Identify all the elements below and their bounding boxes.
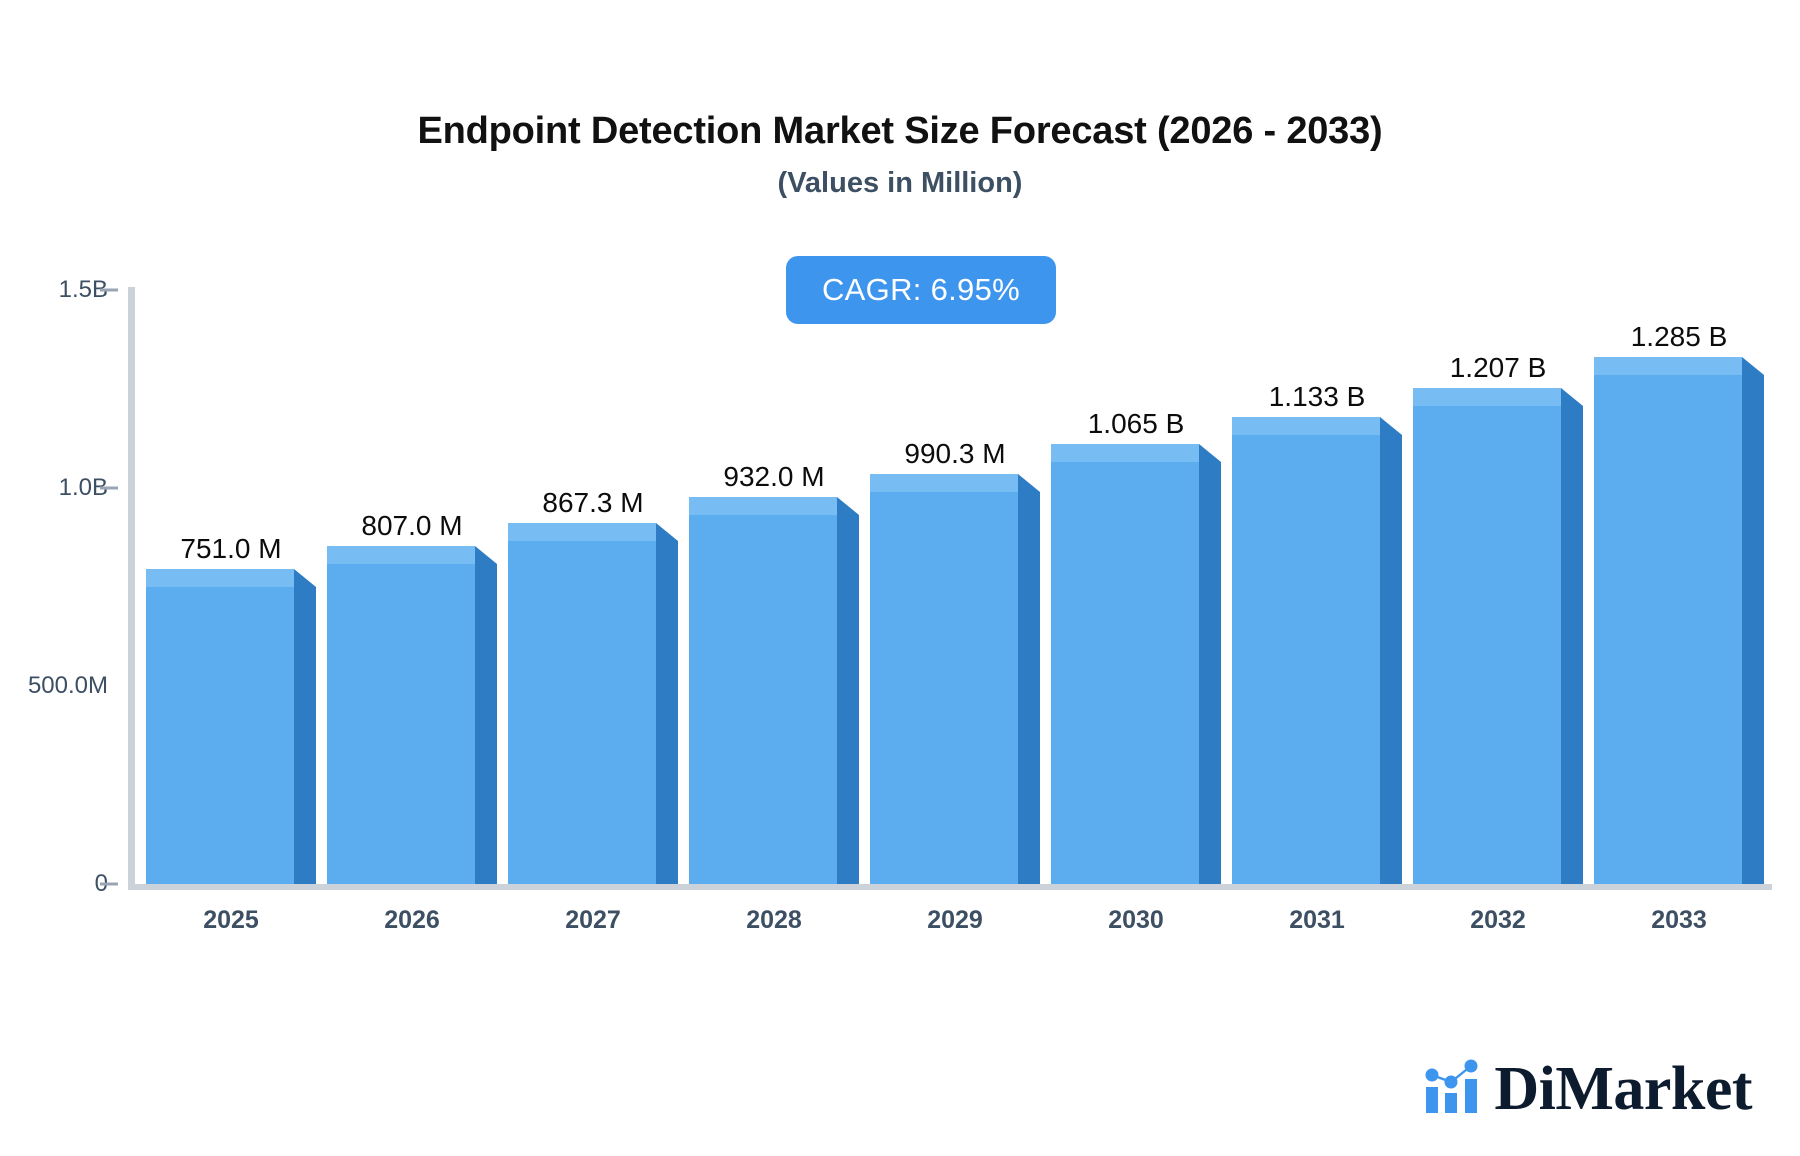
x-tick-label: 2025 xyxy=(203,906,259,934)
y-tick-dash xyxy=(100,288,118,292)
bar-front-face xyxy=(1051,462,1199,884)
y-axis-line xyxy=(128,287,135,884)
bar-front-face xyxy=(1594,375,1742,884)
bar[interactable]: 1.207 B xyxy=(1413,352,1583,884)
bar-side-bevel xyxy=(656,522,678,541)
x-tick-label: 2030 xyxy=(1108,906,1164,934)
bar-front-face xyxy=(327,564,475,884)
cagr-badge: CAGR: 6.95% xyxy=(786,256,1056,324)
bar[interactable]: 1.285 B xyxy=(1594,321,1764,884)
bar-side-face xyxy=(1018,491,1040,884)
bar-front-face xyxy=(508,540,656,884)
bar-top-face xyxy=(1051,444,1199,463)
bar[interactable]: 867.3 M xyxy=(508,487,678,884)
bar-side-face xyxy=(1561,406,1583,884)
bar-side-face xyxy=(1380,435,1402,884)
bar[interactable]: 751.0 M xyxy=(146,533,316,884)
bar-side-face xyxy=(294,586,316,884)
x-tick-label: 2026 xyxy=(384,906,440,934)
bar-front-face xyxy=(146,586,294,884)
bar[interactable]: 932.0 M xyxy=(689,461,859,884)
bar[interactable]: 1.133 B xyxy=(1232,381,1402,884)
logo: DiMarket xyxy=(1424,1057,1752,1120)
bar-top-face xyxy=(1594,357,1742,376)
bar-front-face xyxy=(689,514,837,884)
y-tick-label: 1.5B xyxy=(58,276,108,303)
chart-title: Endpoint Detection Market Size Forecast … xyxy=(417,110,1383,152)
x-axis-line xyxy=(128,884,1772,890)
bar-chart-icon xyxy=(1424,1057,1480,1120)
bar-side-bevel xyxy=(837,496,859,515)
bar[interactable]: 1.065 B xyxy=(1051,408,1221,884)
bar-top-face xyxy=(508,522,656,541)
y-tick-dash xyxy=(100,882,118,886)
y-tick-label: 1.0B xyxy=(58,474,108,501)
bar-side-bevel xyxy=(294,568,316,587)
x-tick-label: 2032 xyxy=(1470,906,1526,934)
bar-value-label: 1.133 B xyxy=(1268,381,1366,413)
x-tick-label: 2029 xyxy=(927,906,983,934)
bar[interactable]: 807.0 M xyxy=(327,510,497,884)
bar-side-face xyxy=(1742,375,1764,884)
chart-subtitle: (Values in Million) xyxy=(777,167,1023,199)
bar-value-label: 807.0 M xyxy=(361,510,463,542)
bar-side-bevel xyxy=(1199,444,1221,463)
bar-value-label: 1.207 B xyxy=(1449,352,1547,384)
bar-side-bevel xyxy=(1561,388,1583,407)
bar-top-face xyxy=(1232,417,1380,436)
bar-front-face xyxy=(870,491,1018,884)
bar-value-label: 867.3 M xyxy=(542,486,644,518)
bar-value-label: 990.3 M xyxy=(904,437,1006,469)
x-tick-label: 2027 xyxy=(565,906,621,934)
bar-front-face xyxy=(1232,435,1380,884)
bar-front-face xyxy=(1413,406,1561,884)
x-tick-label: 2033 xyxy=(1651,906,1707,934)
bar-top-face xyxy=(327,546,475,565)
bar-top-face xyxy=(1413,388,1561,407)
bar-side-face xyxy=(656,540,678,884)
bar-value-label: 1.285 B xyxy=(1630,321,1728,353)
bar-value-label: 1.065 B xyxy=(1087,408,1185,440)
bar-side-bevel xyxy=(1018,473,1040,492)
x-tick-label: 2031 xyxy=(1289,906,1345,934)
bar-top-face xyxy=(689,496,837,515)
bar-value-label: 932.0 M xyxy=(723,460,825,492)
bar-side-face xyxy=(1199,462,1221,884)
bar-top-face xyxy=(870,473,1018,492)
x-tick-label: 2028 xyxy=(746,906,802,934)
bar[interactable]: 990.3 M xyxy=(870,438,1040,884)
bar-side-bevel xyxy=(1380,417,1402,436)
logo-text: DiMarket xyxy=(1494,1054,1752,1123)
bar-value-label: 751.0 M xyxy=(180,532,282,564)
bar-side-face xyxy=(837,514,859,884)
bar-side-bevel xyxy=(1742,357,1764,376)
bar-side-bevel xyxy=(475,546,497,565)
y-tick-dash xyxy=(100,486,118,490)
bar-top-face xyxy=(146,568,294,587)
bar-side-face xyxy=(475,564,497,884)
y-tick-label: 500.0M xyxy=(27,672,108,699)
